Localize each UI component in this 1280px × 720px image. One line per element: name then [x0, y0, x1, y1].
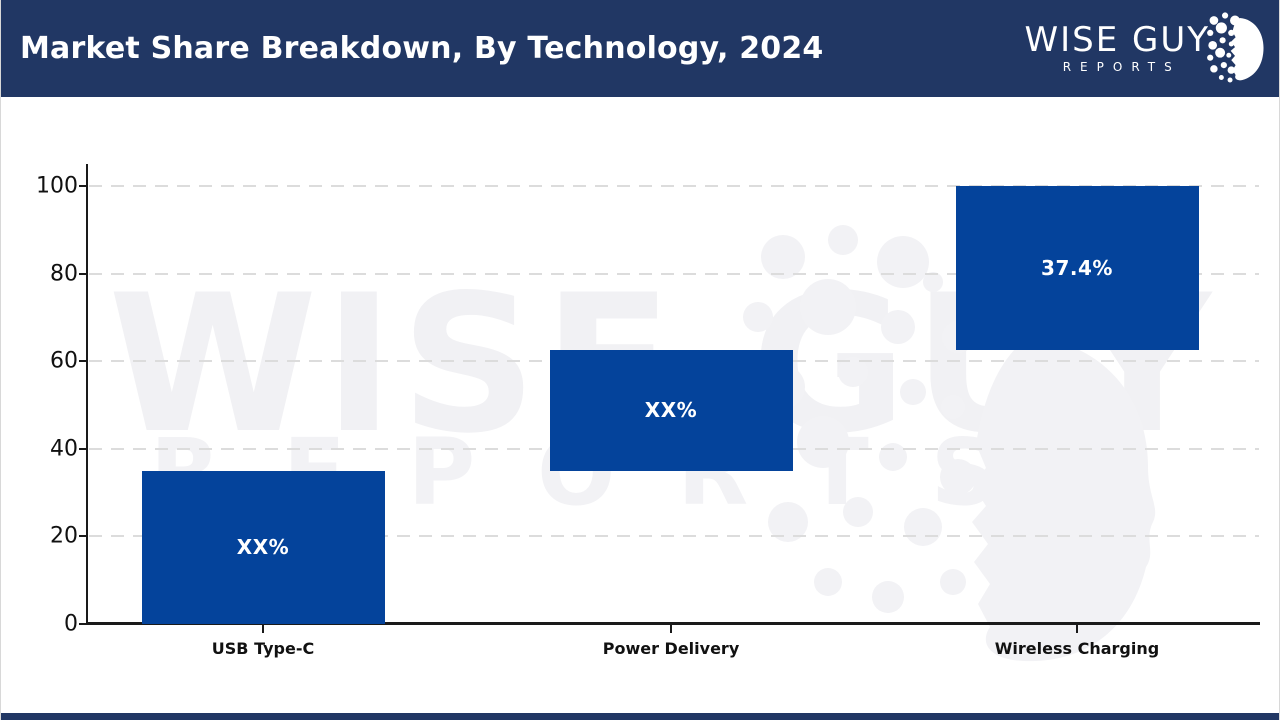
- logo-wordmark: WISE GUY: [1024, 19, 1210, 60]
- watermark-face-icon: [743, 225, 1156, 662]
- brand-logo: WISE GUY REPORTS: [1024, 9, 1266, 89]
- y-tick-label: 100: [36, 173, 78, 199]
- y-tick-label: 0: [64, 611, 78, 636]
- bar-segment: XX%: [549, 349, 793, 472]
- y-tick: [79, 272, 86, 275]
- footer-band: [0, 713, 1280, 720]
- logo-wordmark-block: WISE GUY REPORTS: [1024, 19, 1210, 75]
- x-tick: [262, 625, 264, 633]
- y-tick-label: 60: [50, 348, 78, 374]
- x-category-label: USB Type-C: [211, 639, 315, 658]
- y-tick: [79, 447, 86, 450]
- x-category-label: Wireless Charging: [994, 639, 1160, 658]
- x-axis-line: [86, 622, 1260, 625]
- bar-value-label: XX%: [644, 398, 698, 423]
- bar-segment: XX%: [141, 471, 385, 624]
- logo-subtext: REPORTS: [1062, 60, 1181, 75]
- y-tick: [79, 535, 86, 537]
- chart-title: Market Share Breakdown, By Technology, 2…: [20, 31, 824, 66]
- y-tick: [79, 622, 86, 625]
- y-tick-label: 40: [50, 436, 78, 461]
- x-tick: [1076, 625, 1078, 633]
- bar-value-label: XX%: [236, 535, 290, 560]
- y-tick: [79, 185, 86, 187]
- chart-area: WISE GUY REPORTS 0 20 40 60 80 100 XX% USB Type…: [0, 97, 1280, 713]
- header-band: Market Share Breakdown, By Technology, 2…: [0, 0, 1280, 97]
- y-tick-label: 80: [50, 261, 78, 286]
- y-axis-line: [86, 164, 88, 625]
- y-tick-label: 20: [50, 523, 78, 549]
- y-gridline: [89, 535, 1259, 537]
- y-gridline: [89, 272, 1259, 275]
- bar-segment: 37.4%: [955, 186, 1199, 350]
- x-category-label: Power Delivery: [602, 639, 740, 658]
- bar-value-label: 37.4%: [1041, 255, 1113, 280]
- x-tick: [670, 625, 672, 633]
- y-gridline: [89, 185, 1259, 187]
- y-tick: [79, 360, 86, 362]
- logo-face-icon: [1207, 11, 1264, 82]
